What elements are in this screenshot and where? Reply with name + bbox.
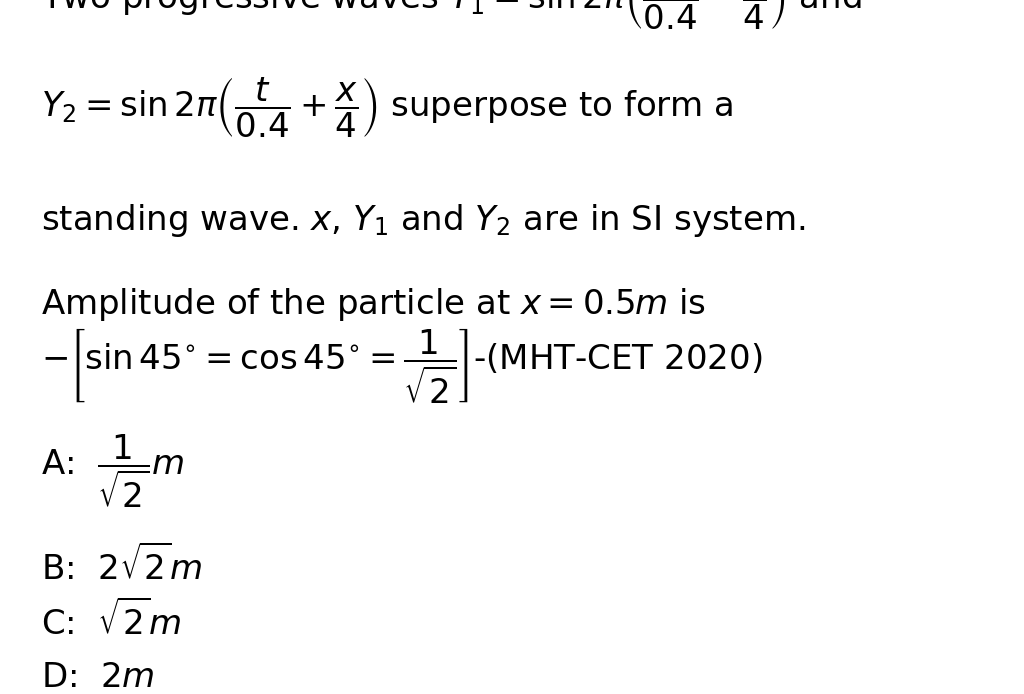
Text: standing wave. $x$, $Y_1$ and $Y_2$ are in SI system.: standing wave. $x$, $Y_1$ and $Y_2$ are … (41, 203, 805, 239)
Text: Amplitude of the particle at $x = 0.5m$ is: Amplitude of the particle at $x = 0.5m$ … (41, 286, 706, 323)
Text: A:  $\dfrac{1}{\sqrt{2}}m$: A: $\dfrac{1}{\sqrt{2}}m$ (41, 432, 184, 510)
Text: $Y_2 = \sin 2\pi \left(\dfrac{t}{0.4} + \dfrac{x}{4}\right)$ superpose to form a: $Y_2 = \sin 2\pi \left(\dfrac{t}{0.4} + … (41, 75, 733, 139)
Text: $-\left[\sin 45^{\circ} = \cos 45^{\circ} = \dfrac{1}{\sqrt{2}}\right]$-(MHT-CET: $-\left[\sin 45^{\circ} = \cos 45^{\circ… (41, 327, 762, 406)
Text: Two progressive waves $Y_1 = \sin 2\pi \left(\dfrac{t}{0.4} - \dfrac{x}{4}\right: Two progressive waves $Y_1 = \sin 2\pi \… (41, 0, 861, 31)
Text: D:  $2m$: D: $2m$ (41, 661, 154, 694)
Text: B:  $2\sqrt{2}m$: B: $2\sqrt{2}m$ (41, 544, 202, 586)
Text: C:  $\sqrt{2}m$: C: $\sqrt{2}m$ (41, 600, 181, 642)
